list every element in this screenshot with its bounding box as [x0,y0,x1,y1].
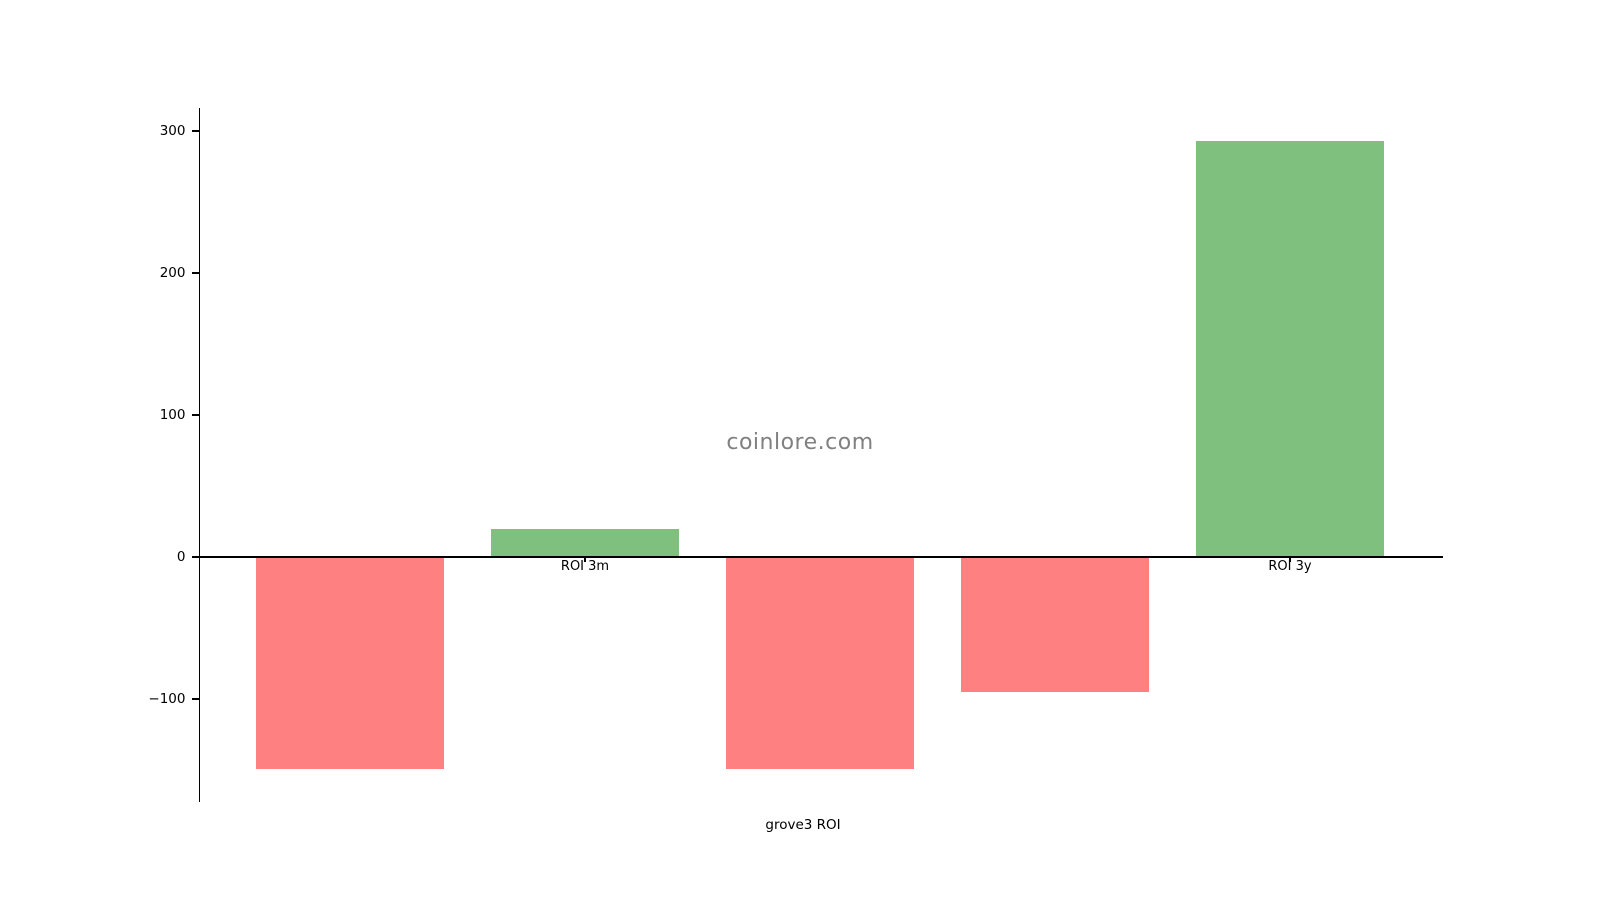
y-tick-mark [191,698,199,700]
bar-negative [961,557,1149,692]
bar-positive [491,528,679,557]
y-tick-label: 0 [176,549,186,565]
bar-positive [1196,140,1384,557]
y-tick-mark [191,130,199,132]
y-tick-mark [191,272,199,274]
y-tick-mark [191,556,199,558]
x-axis-line [198,556,1443,558]
y-tick-mark [191,414,199,416]
y-tick-label: 100 [159,407,186,423]
watermark-text: coinlore.com [726,430,874,455]
x-tick-label: ROI 3y [1268,558,1312,574]
y-tick-label: 200 [159,265,186,281]
x-tick-mark [1289,557,1291,563]
x-tick-mark [584,557,586,563]
bar-negative [726,557,914,769]
chart-title: grove3 ROI [765,817,841,833]
y-tick-label: −100 [148,691,186,707]
x-tick-label: ROI 3m [560,558,610,574]
y-axis-line [198,108,200,802]
bar-negative [256,557,444,769]
y-tick-label: 300 [159,123,186,139]
